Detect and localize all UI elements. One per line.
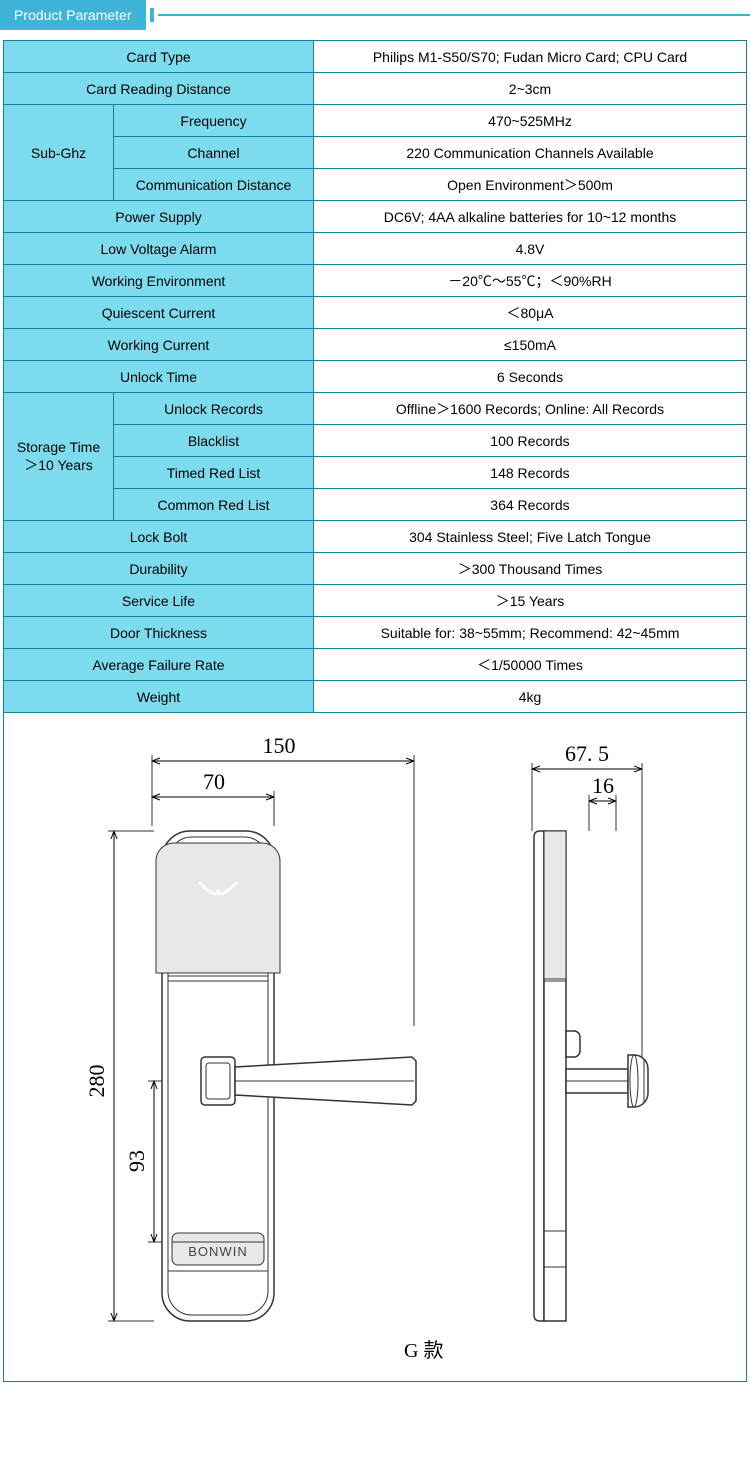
label-common-red-list: Common Red List [114,489,314,521]
value-common-red-list: 364 Records [314,489,747,521]
value-timed-red-list: 148 Records [314,457,747,489]
value-frequency: 470~525MHz [314,105,747,137]
table-row: Channel 220 Communication Channels Avail… [4,137,747,169]
value-working-current: ≤150mA [314,329,747,361]
table-row: Card Reading Distance 2~3cm [4,73,747,105]
table-row: Door Thickness Suitable for: 38~55mm; Re… [4,617,747,649]
value-service-life: ＞15 Years [314,585,747,617]
table-row: Power Supply DC6V; 4AA alkaline batterie… [4,201,747,233]
value-unlock-records: Offline＞1600 Records; Online: All Record… [314,393,747,425]
label-low-voltage-alarm: Low Voltage Alarm [4,233,314,265]
header-title: Product Parameter [0,0,146,30]
table-row: Average Failure Rate ＜1/50000 Times [4,649,747,681]
value-durability: ＞300 Thousand Times [314,553,747,585]
value-quiescent-current: ＜80μA [314,297,747,329]
value-card-type: Philips M1-S50/S70; Fudan Micro Card; CP… [314,41,747,73]
lock-diagram-svg: 150 70 280 93 BONWIN 67. 5 16 [14,731,736,1371]
dim-67-5: 67. 5 [565,741,609,766]
value-card-reading-distance: 2~3cm [314,73,747,105]
table-row: Weight 4kg [4,681,747,713]
table-row: Working Environment －20℃～55℃；＜90%RH [4,265,747,297]
value-low-voltage-alarm: 4.8V [314,233,747,265]
table-row: Service Life ＞15 Years [4,585,747,617]
dim-150: 150 [263,733,296,758]
label-unlock-records: Unlock Records [114,393,314,425]
table-row: Durability ＞300 Thousand Times [4,553,747,585]
label-comm-distance: Communication Distance [114,169,314,201]
label-working-env: Working Environment [4,265,314,297]
table-row: Communication Distance Open Environment＞… [4,169,747,201]
dim-280: 280 [84,1065,109,1098]
table-row: Unlock Time 6 Seconds [4,361,747,393]
table-row: Blacklist 100 Records [4,425,747,457]
label-timed-red-list: Timed Red List [114,457,314,489]
table-row: Quiescent Current ＜80μA [4,297,747,329]
value-weight: 4kg [314,681,747,713]
value-comm-distance: Open Environment＞500m [314,169,747,201]
dim-70: 70 [203,769,225,794]
label-quiescent-current: Quiescent Current [4,297,314,329]
label-durability: Durability [4,553,314,585]
dim-93: 93 [124,1150,149,1172]
value-blacklist: 100 Records [314,425,747,457]
label-storage-group: Storage Time ＞10 Years [4,393,114,521]
label-avg-failure-rate: Average Failure Rate [4,649,314,681]
brand-text: BONWIN [188,1244,247,1259]
value-power-supply: DC6V; 4AA alkaline batteries for 10~12 m… [314,201,747,233]
value-channel: 220 Communication Channels Available [314,137,747,169]
table-row: Working Current ≤150mA [4,329,747,361]
parameter-table: Card Type Philips M1-S50/S70; Fudan Micr… [3,40,747,713]
label-power-supply: Power Supply [4,201,314,233]
table-row: Timed Red List 148 Records [4,457,747,489]
value-working-env: －20℃～55℃；＜90%RH [314,265,747,297]
label-weight: Weight [4,681,314,713]
dimension-diagram: 150 70 280 93 BONWIN 67. 5 16 [3,713,747,1382]
header-rule [158,14,750,16]
label-sub-ghz-group: Sub-Ghz [4,105,114,201]
label-card-type: Card Type [4,41,314,73]
value-door-thickness: Suitable for: 38~55mm; Recommend: 42~45m… [314,617,747,649]
label-blacklist: Blacklist [114,425,314,457]
value-unlock-time: 6 Seconds [314,361,747,393]
table-row: Storage Time ＞10 Years Unlock Records Of… [4,393,747,425]
table-row: Low Voltage Alarm 4.8V [4,233,747,265]
label-lock-bolt: Lock Bolt [4,521,314,553]
label-service-life: Service Life [4,585,314,617]
label-unlock-time: Unlock Time [4,361,314,393]
label-door-thickness: Door Thickness [4,617,314,649]
table-row: Card Type Philips M1-S50/S70; Fudan Micr… [4,41,747,73]
value-lock-bolt: 304 Stainless Steel; Five Latch Tongue [314,521,747,553]
label-working-current: Working Current [4,329,314,361]
header: Product Parameter [0,0,750,30]
table-row: Sub-Ghz Frequency 470~525MHz [4,105,747,137]
table-row: Lock Bolt 304 Stainless Steel; Five Latc… [4,521,747,553]
table-row: Common Red List 364 Records [4,489,747,521]
label-card-reading-distance: Card Reading Distance [4,73,314,105]
dim-16: 16 [592,773,614,798]
label-frequency: Frequency [114,105,314,137]
model-label: G 款 [404,1339,443,1362]
label-channel: Channel [114,137,314,169]
value-avg-failure-rate: ＜1/50000 Times [314,649,747,681]
